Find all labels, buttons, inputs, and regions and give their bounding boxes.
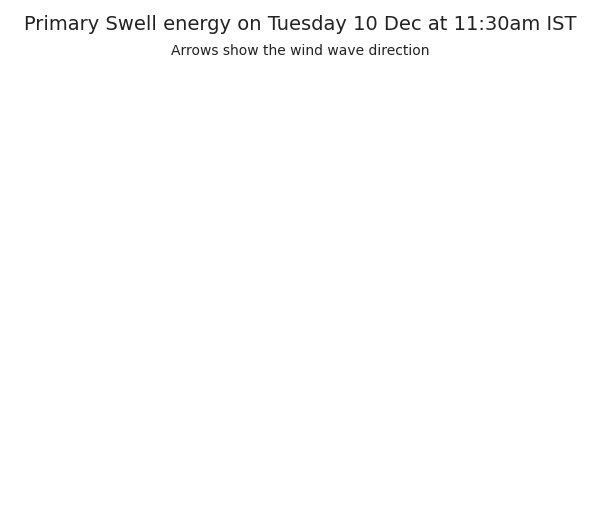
Text: Primary Swell energy on Tuesday 10 Dec at 11:30am IST: Primary Swell energy on Tuesday 10 Dec a… xyxy=(24,15,577,34)
Text: Arrows show the wind wave direction: Arrows show the wind wave direction xyxy=(171,44,430,57)
